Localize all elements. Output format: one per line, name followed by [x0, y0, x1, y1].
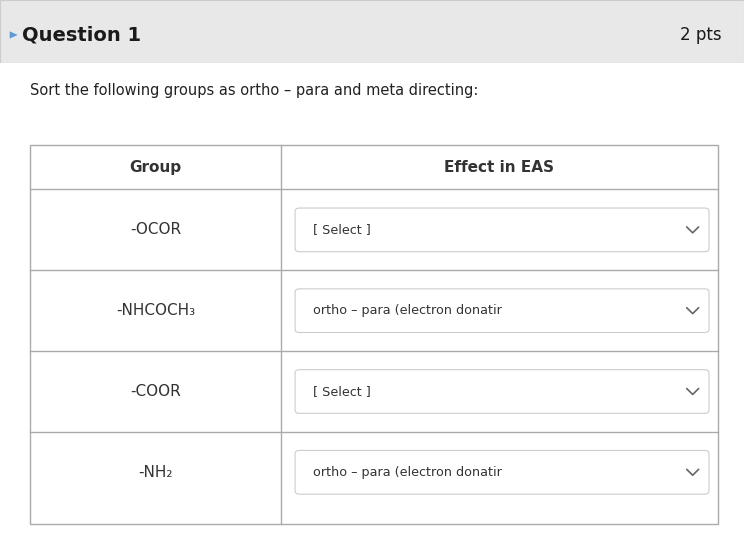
Text: Effect in EAS: Effect in EAS — [444, 159, 554, 175]
Text: -NHCOCH₃: -NHCOCH₃ — [116, 303, 195, 318]
FancyBboxPatch shape — [295, 450, 709, 494]
Text: -OCOR: -OCOR — [129, 222, 181, 238]
FancyBboxPatch shape — [30, 145, 718, 524]
Text: Sort the following groups as ortho – para and meta directing:: Sort the following groups as ortho – par… — [30, 82, 478, 98]
Text: [ Select ]: [ Select ] — [313, 385, 371, 398]
Text: -COOR: -COOR — [130, 384, 181, 399]
Text: Question 1: Question 1 — [22, 26, 141, 44]
FancyBboxPatch shape — [0, 63, 744, 546]
Text: 2 pts: 2 pts — [680, 26, 722, 44]
Polygon shape — [10, 31, 18, 39]
Text: [ Select ]: [ Select ] — [313, 223, 371, 236]
FancyBboxPatch shape — [295, 289, 709, 333]
FancyBboxPatch shape — [295, 208, 709, 252]
Text: ortho – para (electron donatir: ortho – para (electron donatir — [313, 304, 501, 317]
FancyBboxPatch shape — [295, 370, 709, 413]
Text: ortho – para (electron donatir: ortho – para (electron donatir — [313, 466, 501, 479]
Text: -NH₂: -NH₂ — [138, 465, 173, 480]
Text: Group: Group — [129, 159, 182, 175]
FancyBboxPatch shape — [0, 0, 744, 63]
